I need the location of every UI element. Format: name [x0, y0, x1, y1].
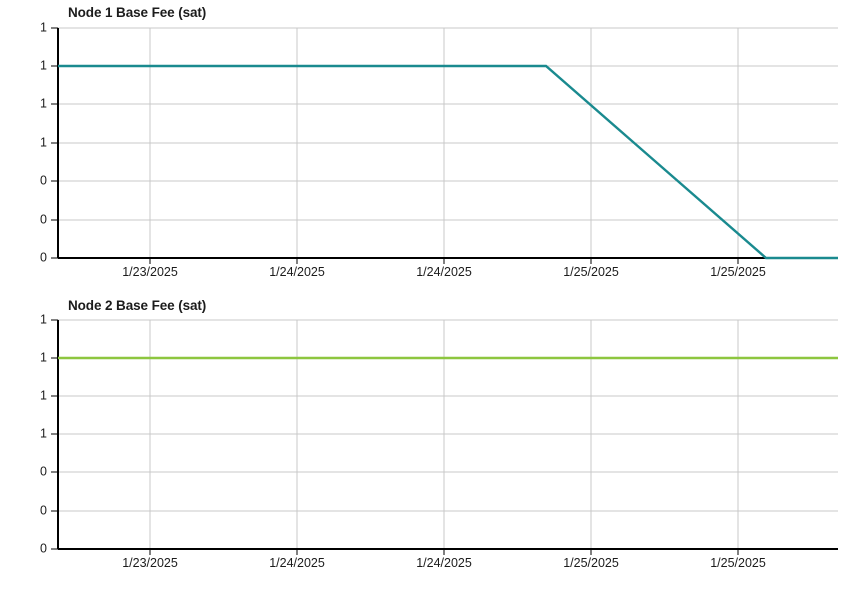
y-ticks-node1: 1 1 1 1 0 0 0 — [40, 20, 58, 264]
y-tick-label-0: 1 — [40, 20, 47, 34]
y-tick-label-0: 1 — [40, 312, 47, 326]
y-tick-label-3: 1 — [40, 135, 47, 149]
x-tick-label-4: 1/25/2025 — [710, 265, 766, 279]
x-tick-label-1: 1/24/2025 — [269, 556, 325, 570]
x-tick-label-2: 1/24/2025 — [416, 265, 472, 279]
x-tick-label-1: 1/24/2025 — [269, 265, 325, 279]
y-ticks-node2: 1 1 1 1 0 0 0 — [40, 312, 58, 555]
y-tick-label-2: 1 — [40, 96, 47, 110]
chart-plot-node2: 1 1 1 1 0 0 0 1/23/2025 1/24/2025 1/24/2… — [40, 312, 838, 570]
chart-plot-node1: 1 1 1 1 0 0 0 1/23/2025 1/24/2025 1/24/2… — [40, 20, 838, 279]
chart-panel-node2: Node 2 Base Fee (sat) — [0, 295, 860, 600]
y-tick-label-1: 1 — [40, 350, 47, 364]
y-tick-label-2: 1 — [40, 388, 47, 402]
y-tick-label-4: 0 — [40, 464, 47, 478]
x-tick-label-0: 1/23/2025 — [122, 265, 178, 279]
x-tick-label-2: 1/24/2025 — [416, 556, 472, 570]
x-tick-label-4: 1/25/2025 — [710, 556, 766, 570]
y-tick-label-6: 0 — [40, 541, 47, 555]
x-ticks-node1: 1/23/2025 1/24/2025 1/24/2025 1/25/2025 … — [122, 258, 766, 279]
x-tick-label-0: 1/23/2025 — [122, 556, 178, 570]
data-series-node1 — [58, 64, 838, 260]
chart-title-node1: Node 1 Base Fee (sat) — [68, 5, 207, 20]
y-tick-label-5: 0 — [40, 503, 47, 517]
y-tick-label-5: 0 — [40, 212, 47, 226]
y-tick-label-6: 0 — [40, 250, 47, 264]
chart-title-node2: Node 2 Base Fee (sat) — [68, 298, 207, 313]
gridlines-node1 — [58, 27, 838, 258]
x-ticks-node2: 1/23/2025 1/24/2025 1/24/2025 1/25/2025 … — [122, 549, 766, 570]
x-tick-label-3: 1/25/2025 — [563, 265, 619, 279]
y-tick-label-3: 1 — [40, 426, 47, 440]
y-tick-label-1: 1 — [40, 58, 47, 72]
chart-panel-node1: Node 1 Base Fee (sat) — [0, 0, 860, 295]
y-tick-label-4: 0 — [40, 173, 47, 187]
x-tick-label-3: 1/25/2025 — [563, 556, 619, 570]
gridlines-node2 — [58, 319, 838, 549]
